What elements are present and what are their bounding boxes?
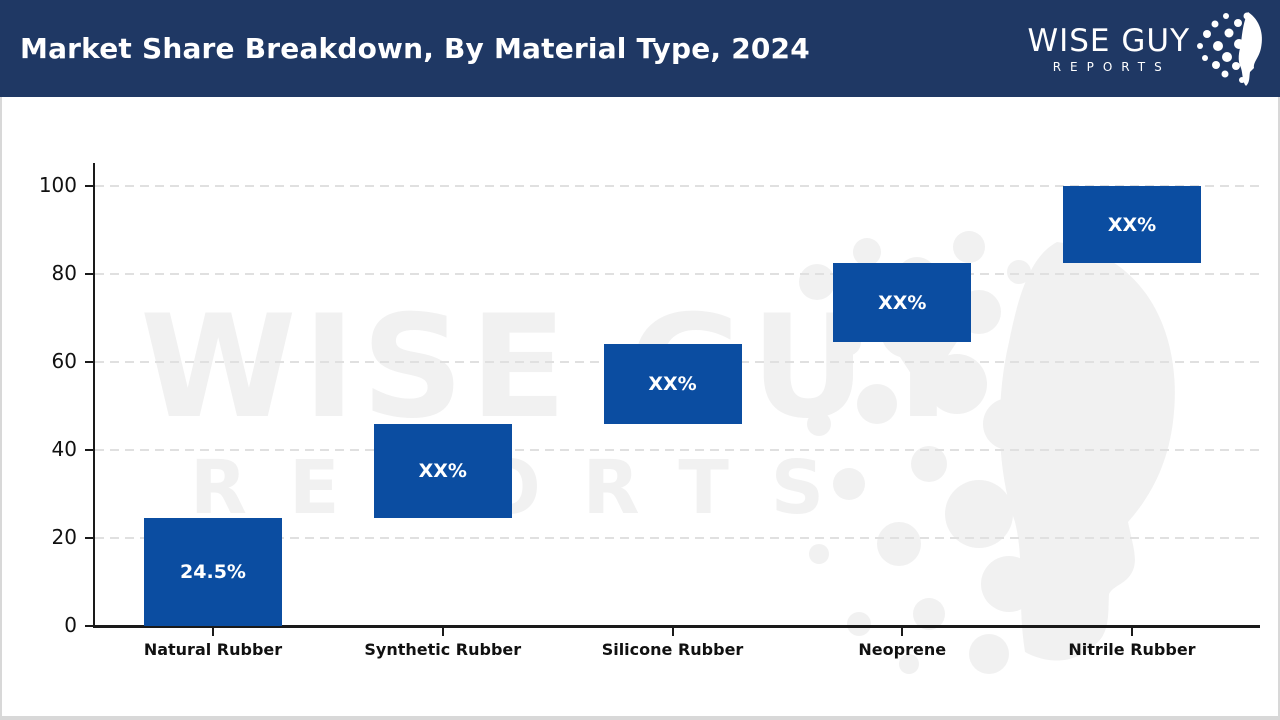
x-tick-mark-0 [212,628,214,636]
x-axis [93,625,1260,628]
x-category-label-2: Silicone Rubber [601,640,744,659]
y-tick-mark-20 [85,537,93,539]
bar-value-label: XX% [418,459,467,482]
chart-panel: WISE GUY REPORTS 0 20 40 60 80 100 24.5% Natura… [0,97,1280,720]
x-category-label-1: Synthetic Rubber [364,640,522,659]
gridline-80 [95,273,1260,275]
x-category-label-0: Natural Rubber [143,640,283,659]
bar-nitrile-rubber: XX% [1063,186,1201,263]
x-tick-mark-3 [901,628,904,636]
logo-subtitle: REPORTS [1052,60,1171,75]
y-tick-label-100: 100 [38,173,77,197]
bar-value-label: XX% [1107,213,1157,236]
y-tick-label-60: 60 [51,349,77,373]
y-tick-mark-60 [85,361,93,363]
y-tick-mark-80 [85,273,93,275]
x-tick-mark-2 [671,628,674,636]
bar-neoprene: XX% [833,263,972,343]
gridline-20 [95,537,1260,539]
wiseguy-logo-text: WISE GUY REPORTS [1027,24,1190,74]
wiseguy-face-icon [1197,12,1262,86]
gridline-100 [95,185,1260,187]
bar-value-label: XX% [878,291,927,314]
y-tick-label-20: 20 [51,525,77,549]
bar-synthetic-rubber: XX% [373,423,512,519]
x-tick-mark-1 [441,628,444,636]
waterfall-chart: 0 20 40 60 80 100 24.5% Natural Rubber XX% Synthe… [2,97,1278,716]
watermark-face-icon [799,231,1175,674]
bar-natural-rubber: 24.5% [144,518,282,626]
page-title: Market Share Breakdown, By Material Type… [20,32,810,65]
bar-value-label: 24.5% [180,561,246,584]
gridline-40 [95,449,1260,451]
x-category-label-4: Nitrile Rubber [1068,640,1196,659]
y-axis [93,163,95,628]
y-tick-mark-40 [85,449,93,451]
logo-wordmark: WISE GUY [1027,22,1190,59]
y-tick-label-80: 80 [51,261,77,285]
y-tick-mark-100 [85,185,93,187]
y-tick-label-0: 0 [64,613,77,637]
bar-value-label: XX% [648,372,697,395]
x-tick-mark-4 [1131,628,1133,636]
bar-silicone-rubber: XX% [603,344,742,424]
y-tick-mark-0 [85,625,93,627]
header: Market Share Breakdown, By Material Type… [0,0,1280,97]
x-category-label-3: Neoprene [858,640,947,659]
wiseguy-logo: WISE GUY REPORTS [1027,8,1266,90]
y-tick-label-40: 40 [51,437,77,461]
